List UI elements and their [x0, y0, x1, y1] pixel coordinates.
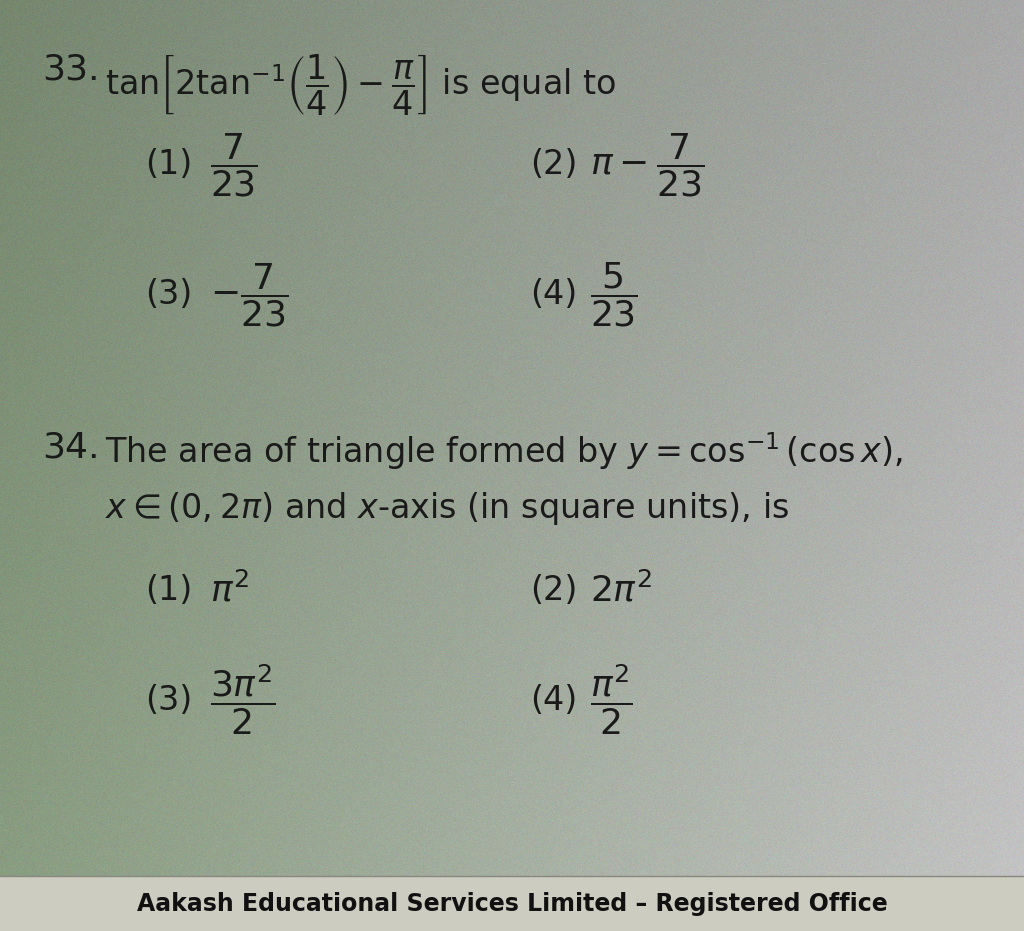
Text: (2): (2) — [530, 149, 578, 182]
Text: Aakash Educational Services Limited – Registered Office: Aakash Educational Services Limited – Re… — [136, 892, 888, 915]
Bar — [0, 876, 1024, 931]
Text: (1): (1) — [145, 573, 193, 606]
Text: $x \in (0, 2\pi)$ and $x$-axis (in square units), is: $x \in (0, 2\pi)$ and $x$-axis (in squar… — [105, 490, 790, 527]
Text: $\pi^2$: $\pi^2$ — [210, 572, 249, 608]
Text: $\dfrac{\pi^2}{2}$: $\dfrac{\pi^2}{2}$ — [590, 663, 633, 737]
Text: (4): (4) — [530, 683, 578, 717]
Text: (3): (3) — [145, 683, 193, 717]
Text: (4): (4) — [530, 278, 578, 312]
Text: 34.: 34. — [42, 430, 99, 464]
Text: $\dfrac{3\pi^2}{2}$: $\dfrac{3\pi^2}{2}$ — [210, 663, 275, 737]
Text: $\dfrac{7}{23}$: $\dfrac{7}{23}$ — [210, 131, 258, 198]
Text: 33.: 33. — [42, 52, 99, 86]
Text: $-\dfrac{7}{23}$: $-\dfrac{7}{23}$ — [210, 262, 288, 329]
Text: $\tan\!\left[2\tan^{-1}\!\left(\dfrac{1}{4}\right)-\dfrac{\pi}{4}\right]$ is equ: $\tan\!\left[2\tan^{-1}\!\left(\dfrac{1}… — [105, 52, 616, 117]
Text: (1): (1) — [145, 149, 193, 182]
Text: $\dfrac{5}{23}$: $\dfrac{5}{23}$ — [590, 261, 638, 330]
Text: (3): (3) — [145, 278, 193, 312]
Text: (2): (2) — [530, 573, 578, 606]
Text: $2\pi^2$: $2\pi^2$ — [590, 572, 652, 608]
Text: $\pi-\dfrac{7}{23}$: $\pi-\dfrac{7}{23}$ — [590, 131, 705, 198]
Text: The area of triangle formed by $y = \cos^{-1}(\cos x)$,: The area of triangle formed by $y = \cos… — [105, 430, 903, 472]
